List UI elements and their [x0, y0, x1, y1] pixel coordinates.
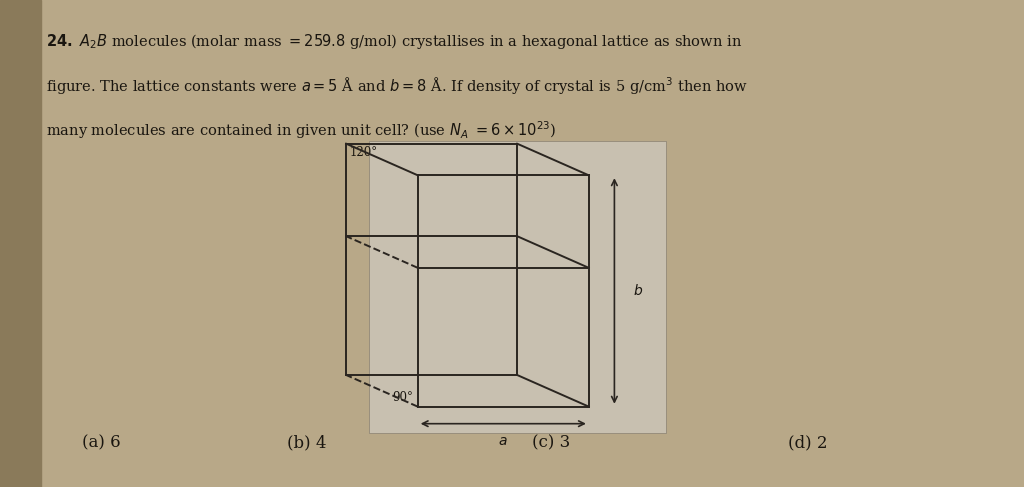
- Text: $a$: $a$: [499, 434, 508, 449]
- Text: $b$: $b$: [633, 283, 643, 299]
- Text: (c) 3: (c) 3: [532, 435, 570, 451]
- Bar: [0, 0, 41, 487]
- Text: $\bf{24.}$ $A_2B$ molecules (molar mass $=259.8$ g/mol) crystallises in a hexago: $\bf{24.}$ $A_2B$ molecules (molar mass …: [46, 32, 742, 51]
- Text: figure. The lattice constants were $a=5$ Å and $b=8$ Å. If density of crystal is: figure. The lattice constants were $a=5$…: [46, 75, 748, 97]
- Text: 120°: 120°: [349, 146, 377, 159]
- Text: (a) 6: (a) 6: [82, 435, 121, 451]
- Text: (d) 2: (d) 2: [788, 435, 828, 451]
- Text: 90°: 90°: [392, 391, 413, 404]
- Text: (b) 4: (b) 4: [287, 435, 327, 451]
- Text: many molecules are contained in given unit cell? (use $N_A$ $=6\times10^{23}$): many molecules are contained in given un…: [46, 119, 556, 141]
- Bar: [369, 141, 666, 433]
